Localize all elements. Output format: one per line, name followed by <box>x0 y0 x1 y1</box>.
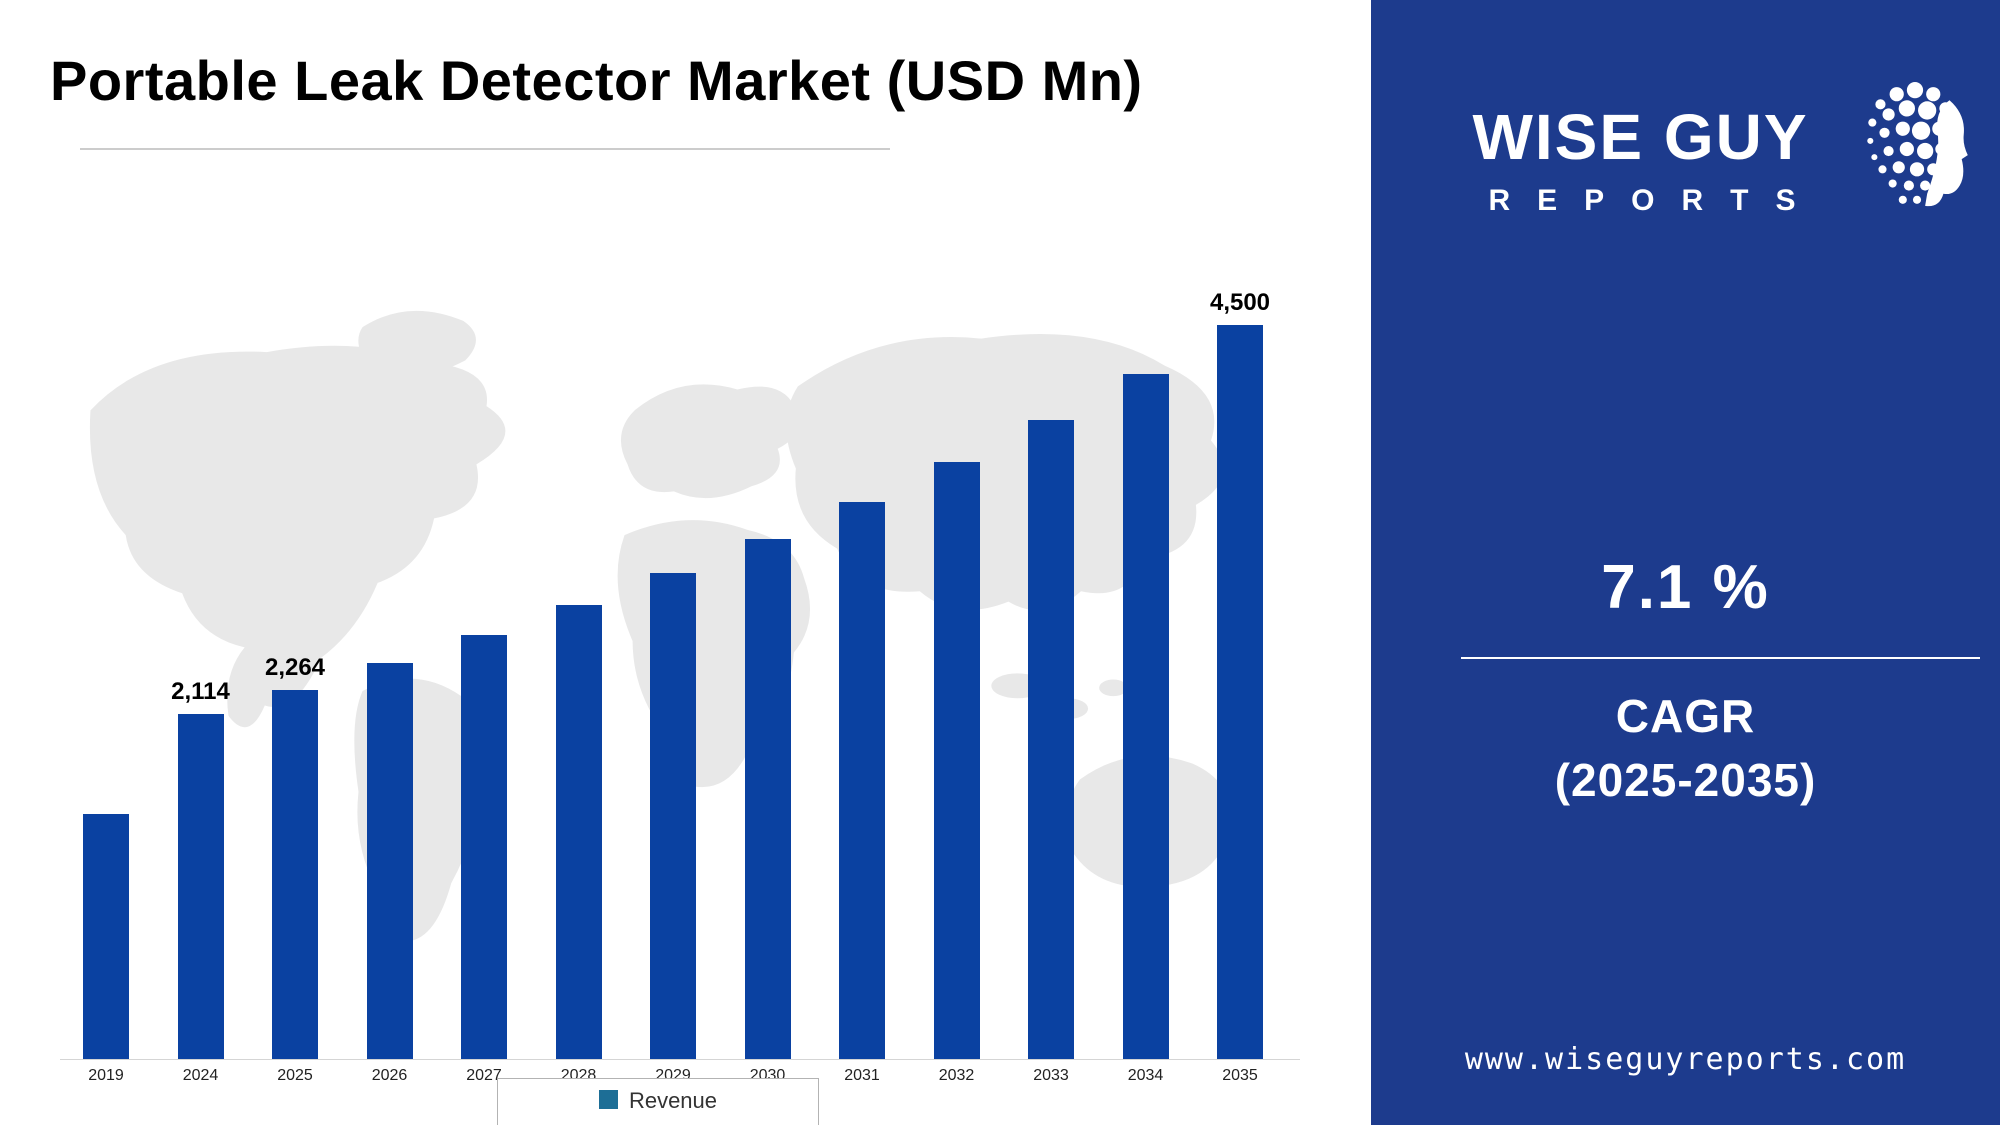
revenue-bar <box>366 663 413 1059</box>
bar-value-label: 4,500 <box>1209 289 1271 316</box>
bar-group-2035: 4,500 2035 <box>1210 285 1270 1089</box>
x-axis-label: 2031 <box>844 1067 880 1084</box>
cagr-divider <box>1461 657 1980 659</box>
bar-plot: 2019 2,114 2024 2,264 2025 2026 2027 2028 2029 20… <box>76 285 1270 1089</box>
bar-value-label: 2,114 <box>171 678 230 705</box>
brand-panel: WISE GUY REPORTS 7.1 % CAGR (2025-2035 <box>1371 0 2000 1125</box>
bar-group-2024: 2,114 2024 <box>171 285 231 1089</box>
dotted-head-icon <box>1867 82 1968 207</box>
x-axis-label: 2025 <box>277 1067 313 1084</box>
logo-text-secondary: REPORTS <box>1488 184 1823 217</box>
cagr-value: 7.1 % <box>1601 553 1770 622</box>
revenue-bar <box>272 690 318 1059</box>
x-axis-line <box>60 1059 1300 1060</box>
bar-group-2031: 2031 <box>832 285 892 1089</box>
logo-text-primary: WISE GUY <box>1472 101 1809 173</box>
revenue-bar <box>650 573 696 1059</box>
revenue-bar <box>839 502 885 1059</box>
x-axis-label: 2032 <box>938 1067 975 1084</box>
x-axis-label: 2019 <box>88 1067 124 1084</box>
cagr-range: (2025-2035) <box>1554 754 1817 806</box>
bar-group-2032: 2032 <box>927 285 987 1089</box>
bar-group-2030: 2030 <box>738 285 798 1089</box>
revenue-bar <box>83 814 129 1059</box>
revenue-bar <box>1122 374 1169 1059</box>
legend-label: Revenue <box>628 1088 718 1113</box>
revenue-bar <box>555 605 602 1059</box>
x-axis-label: 2035 <box>1222 1067 1258 1084</box>
revenue-bar <box>461 635 507 1059</box>
bar-group-2025: 2,264 2025 <box>265 285 325 1089</box>
legend-swatch-icon <box>598 1090 618 1109</box>
cagr-label: CAGR <box>1615 690 1756 742</box>
revenue-bar <box>744 539 791 1059</box>
wise-guy-logo: WISE GUY REPORTS <box>1371 82 2000 218</box>
chart-legend: Revenue <box>497 1078 819 1125</box>
chart-area: Portable Leak Detector Market (USD Mn) <box>50 49 1300 1125</box>
bar-group-2034: 2034 <box>1116 285 1176 1089</box>
x-axis-label: 2026 <box>371 1067 408 1084</box>
chart-title: Portable Leak Detector Market (USD Mn) <box>50 49 1143 112</box>
cagr-block: 7.1 % CAGR (2025-2035) <box>1371 552 2000 807</box>
revenue-bar <box>933 462 980 1059</box>
bar-group-2029: 2029 <box>643 285 703 1089</box>
x-axis-label: 2027 <box>466 1067 502 1084</box>
bar-group-2028: 2028 <box>549 285 609 1089</box>
website-url: www.wiseguyreports.com <box>1464 1042 1907 1077</box>
title-divider <box>80 148 890 150</box>
x-axis-label: 2034 <box>1127 1067 1164 1084</box>
revenue-bar <box>1028 420 1074 1059</box>
x-axis-label: 2033 <box>1033 1067 1069 1084</box>
bar-group-2033: 2033 <box>1021 285 1081 1089</box>
revenue-bar <box>1217 325 1263 1059</box>
revenue-bar <box>177 714 224 1059</box>
bar-value-label: 2,264 <box>264 654 326 681</box>
x-axis-label: 2024 <box>182 1067 219 1084</box>
bar-group-2026: 2026 <box>360 285 420 1089</box>
bar-group-2027: 2027 <box>454 285 514 1089</box>
bar-group-2019: 2019 <box>76 285 136 1089</box>
